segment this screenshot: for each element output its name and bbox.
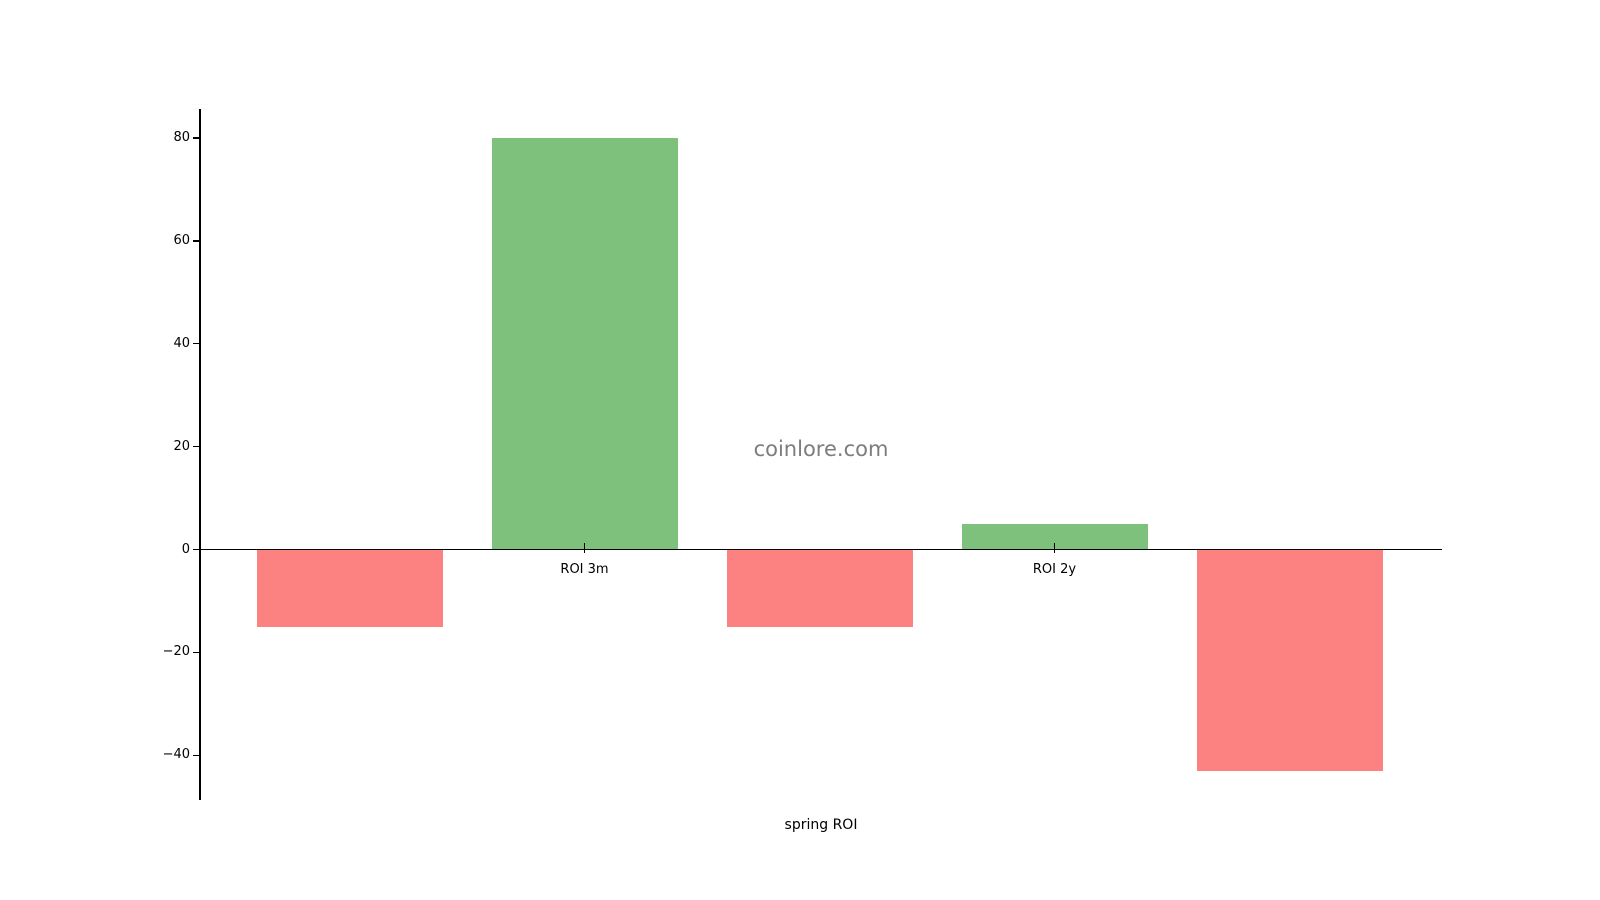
y-tick-label: 60 (173, 232, 190, 248)
bar-roi-3m (491, 138, 678, 550)
x-tick-label: ROI 3m (560, 561, 609, 577)
bar-unlabeled-4 (1196, 549, 1383, 771)
bar-unlabeled-2 (726, 549, 913, 627)
y-tick-label: −20 (162, 644, 190, 660)
y-tick-mark (193, 754, 200, 756)
x-tick-mark (583, 543, 586, 553)
x-tick-label: ROI 2y (1032, 561, 1077, 577)
y-tick-mark (193, 446, 200, 448)
y-tick-label: 80 (173, 130, 190, 146)
watermark: coinlore.com (753, 437, 889, 461)
y-tick-label: −40 (162, 747, 190, 763)
x-tick-mark (1053, 543, 1056, 553)
y-tick-label: 40 (173, 335, 190, 351)
y-tick-mark (193, 548, 200, 551)
y-tick-mark (193, 343, 200, 345)
y-axis-spine (199, 109, 201, 800)
y-tick-mark (193, 651, 200, 653)
y-tick-label: 0 (181, 541, 190, 557)
y-tick-label: 20 (173, 438, 190, 454)
y-tick-mark (193, 137, 200, 139)
x-axis-label: spring ROI (784, 817, 858, 833)
plot-area: 80 60 40 20 0 −20 −40 ROI 3m ROI 2y coinlore.co… (163, 109, 1442, 800)
y-tick-mark (193, 240, 200, 242)
x-axis-zero-line (200, 548, 1442, 551)
bar-unlabeled-0 (256, 549, 443, 627)
